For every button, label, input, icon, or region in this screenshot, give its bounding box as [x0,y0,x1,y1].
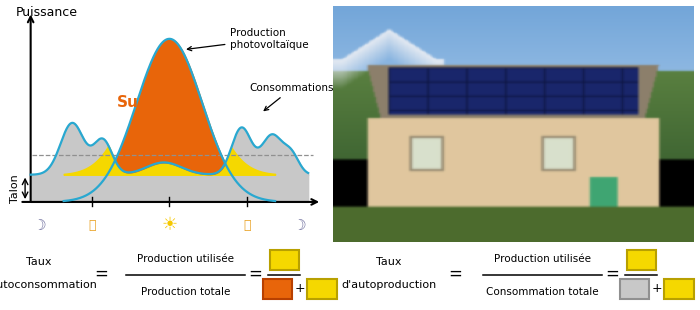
Text: Production
photovoltaïque: Production photovoltaïque [188,28,309,51]
Bar [307,279,337,299]
Text: 🌄: 🌄 [88,219,95,232]
Text: Taux: Taux [376,257,401,267]
Text: ☽: ☽ [293,218,307,233]
Text: Consommations: Consommations [250,83,335,111]
Text: ☀: ☀ [161,216,177,234]
Text: 🌄: 🌄 [244,219,251,232]
Text: +: + [295,281,306,294]
Text: Puissance: Puissance [15,6,78,19]
Text: Taux: Taux [26,257,51,267]
Bar [626,250,656,270]
Text: Consommation totale: Consommation totale [486,287,598,297]
Bar [664,279,694,299]
Bar [262,279,292,299]
Text: =: = [448,264,462,282]
Bar [270,250,299,270]
Text: Surplus: Surplus [118,95,183,110]
Text: ☽: ☽ [32,218,46,233]
Bar [620,279,649,299]
Text: Production totale: Production totale [141,287,230,297]
Text: +: + [652,281,663,294]
Text: =: = [248,264,262,282]
Text: d'autoconsommation: d'autoconsommation [0,280,97,290]
Text: =: = [94,264,108,282]
Text: d'autoproduction: d'autoproduction [341,280,436,290]
Text: Production utilisée: Production utilisée [494,254,591,264]
Text: Talon: Talon [10,174,20,203]
Text: =: = [606,264,620,282]
Text: Production utilisée: Production utilisée [137,254,234,264]
